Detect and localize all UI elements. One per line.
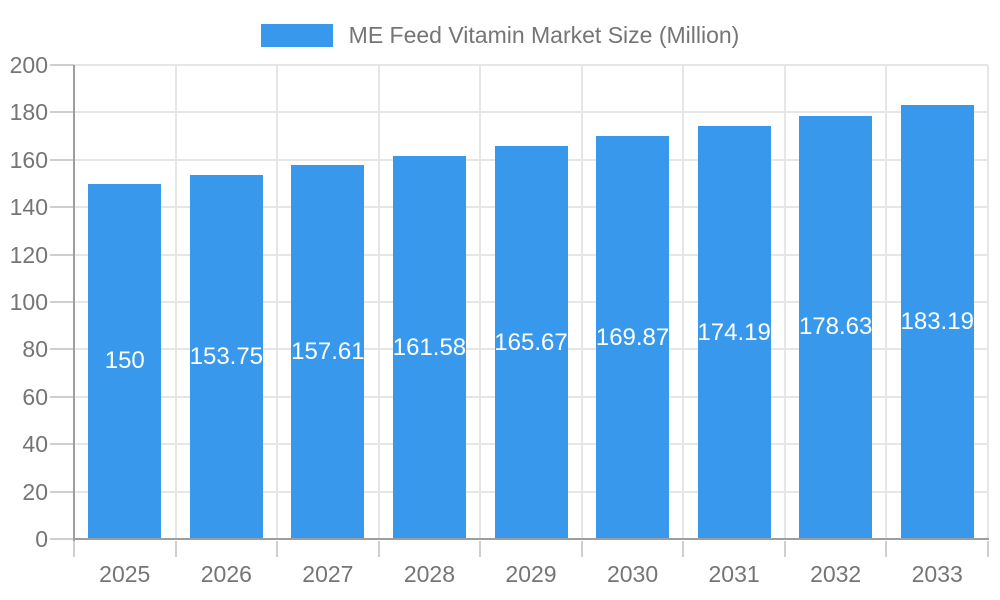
y-axis-label: 120 <box>9 241 48 268</box>
v-gridline <box>276 65 279 539</box>
x-axis-tick <box>73 541 75 557</box>
legend-swatch <box>260 24 333 47</box>
y-axis-tick <box>50 348 74 351</box>
bar[interactable] <box>189 174 263 539</box>
bar-value-label: 150 <box>104 347 145 375</box>
x-axis-label: 2029 <box>505 561 557 587</box>
bar[interactable] <box>392 156 466 539</box>
x-axis-tick <box>885 541 888 557</box>
bar[interactable] <box>799 115 873 539</box>
v-gridline <box>174 65 177 539</box>
v-gridline <box>580 65 583 539</box>
bar-value-label: 183.19 <box>900 307 974 335</box>
v-gridline <box>885 65 888 539</box>
x-axis-tick <box>377 541 380 557</box>
x-axis-label: 2032 <box>810 561 862 587</box>
h-gridline <box>74 111 988 114</box>
bar-value-label: 174.19 <box>697 318 771 346</box>
bar-value-label: 165.67 <box>494 328 568 356</box>
x-axis-tick <box>276 541 279 557</box>
h-gridline <box>74 64 988 66</box>
bar-value-label: 169.87 <box>595 323 670 351</box>
bar[interactable] <box>697 126 771 539</box>
y-axis-line <box>73 65 75 541</box>
v-gridline <box>682 65 685 539</box>
y-axis-label: 0 <box>35 526 48 552</box>
x-axis-label: 2028 <box>403 561 456 587</box>
y-axis-tick <box>50 395 74 398</box>
x-axis-tick <box>174 541 177 557</box>
bar-value-label: 153.75 <box>189 342 264 370</box>
y-axis-label: 80 <box>22 336 48 363</box>
y-axis-label: 140 <box>9 194 48 221</box>
bar[interactable] <box>291 165 365 539</box>
y-axis-tick <box>50 538 74 540</box>
x-axis-label: 2030 <box>606 561 659 587</box>
bar[interactable] <box>900 104 974 539</box>
x-axis-tick <box>479 541 482 557</box>
v-gridline <box>479 65 482 539</box>
x-axis-tick <box>580 541 583 557</box>
v-gridline <box>783 65 786 539</box>
x-axis-line <box>73 538 989 540</box>
y-axis-tick <box>50 64 74 66</box>
y-axis-tick <box>50 206 74 209</box>
legend[interactable]: ME Feed Vitamin Market Size (Million) <box>0 22 1000 49</box>
y-axis-tick <box>50 111 74 114</box>
bar-value-label: 178.63 <box>798 313 873 341</box>
v-gridline <box>987 65 989 539</box>
x-axis-tick <box>987 541 989 557</box>
y-axis-tick <box>50 490 74 493</box>
y-axis-label: 200 <box>9 52 48 78</box>
y-axis-label: 160 <box>9 146 48 173</box>
x-axis-label: 2025 <box>99 561 151 587</box>
y-axis-tick <box>50 253 74 256</box>
y-axis-label: 100 <box>9 289 48 315</box>
y-axis-label: 40 <box>22 431 48 458</box>
x-axis-tick <box>783 541 786 557</box>
x-axis-tick <box>682 541 685 557</box>
bar-value-label: 157.61 <box>291 338 365 366</box>
v-gridline <box>377 65 380 539</box>
bar[interactable] <box>596 136 670 539</box>
x-axis-label: 2027 <box>302 561 354 587</box>
x-axis-label: 2033 <box>911 561 963 587</box>
y-axis-label: 180 <box>9 99 48 126</box>
bar[interactable] <box>494 146 568 539</box>
y-axis-tick <box>50 158 74 161</box>
legend-label: ME Feed Vitamin Market Size (Million) <box>348 22 740 48</box>
x-axis-label: 2031 <box>708 561 760 587</box>
x-axis-label: 2026 <box>200 561 252 587</box>
bar-value-label: 161.58 <box>392 333 467 361</box>
y-axis-tick <box>50 443 74 446</box>
y-axis-label: 60 <box>22 383 48 410</box>
y-axis-tick <box>50 301 74 303</box>
y-axis-label: 20 <box>22 478 48 505</box>
bar[interactable] <box>88 183 162 539</box>
